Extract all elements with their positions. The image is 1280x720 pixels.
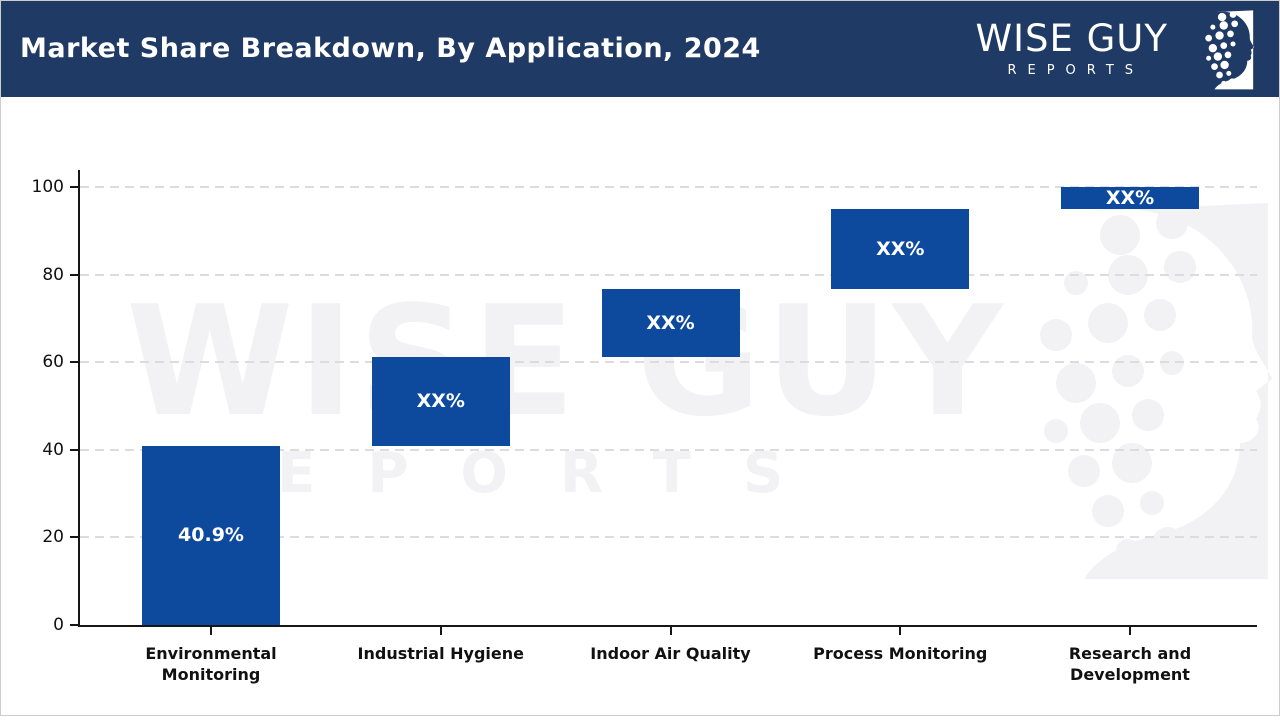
logo-wordmark: WISE GUY: [975, 17, 1168, 60]
gridline-80: [80, 273, 1257, 276]
y-tick-0: [70, 624, 78, 626]
y-tick-40: [70, 448, 78, 451]
wise-guy-face-icon: [1205, 9, 1254, 89]
bar-indoor-air-quality: XX%: [601, 289, 740, 357]
x-label-industrial-hygiene: Industrial Hygiene: [357, 644, 524, 663]
y-tick-60: [70, 361, 78, 364]
bar-environmental-monitoring: 40.9%: [142, 445, 280, 625]
x-label-indoor-air-quality: Indoor Air Quality: [590, 644, 751, 663]
bar-value-label-industrial-hygiene: XX%: [416, 390, 465, 413]
x-axis-line: [78, 625, 1257, 627]
y-tick-label-100: 100: [31, 177, 64, 197]
y-tick-80: [70, 273, 78, 276]
watermark-subtitle: REPORTS: [182, 441, 836, 506]
bar-value-label-environmental-monitoring: 40.9%: [178, 524, 244, 547]
y-tick-label-0: 0: [53, 615, 64, 635]
y-tick-label-40: 40: [42, 439, 64, 460]
y-tick-label-60: 60: [42, 352, 64, 373]
x-tick-indoor-air-quality: [669, 627, 672, 635]
wise-guy-logo: WISE GUY REPORTS: [976, 5, 1254, 93]
bar-process-monitoring: XX%: [831, 208, 970, 290]
watermark-face-icon: [1040, 203, 1272, 579]
x-tick-process-monitoring: [899, 627, 902, 635]
bar-value-label-indoor-air-quality: XX%: [646, 311, 695, 334]
chart-title: Market Share Breakdown, By Application, …: [20, 33, 761, 64]
bar-industrial-hygiene: XX%: [371, 356, 510, 446]
logo-subtitle: REPORTS: [1007, 63, 1145, 78]
y-axis-line: [78, 170, 80, 627]
x-tick-industrial-hygiene: [439, 627, 442, 635]
gridline-20: [80, 536, 1257, 539]
bar-value-label-process-monitoring: XX%: [876, 237, 925, 260]
y-tick-100: [70, 186, 78, 188]
gridline-40: [80, 448, 1257, 451]
x-tick-environmental-monitoring: [210, 627, 212, 635]
y-tick-label-80: 80: [42, 264, 64, 285]
bar-research-and-development: XX%: [1061, 187, 1199, 209]
header-bar: Market Share Breakdown, By Application, …: [0, 0, 1280, 97]
gridline-100: [80, 186, 1257, 188]
x-tick-research-and-development: [1129, 627, 1131, 635]
x-label-environmental-monitoring: Environmental Monitoring: [145, 644, 277, 685]
y-tick-20: [70, 536, 78, 539]
x-label-research-and-development: Research and Development: [1068, 644, 1192, 685]
x-label-process-monitoring: Process Monitoring: [813, 644, 988, 663]
gridline-60: [80, 361, 1257, 364]
y-tick-label-20: 20: [42, 527, 64, 548]
bar-value-label-research-and-development: XX%: [1105, 186, 1155, 209]
logo-text: WISE GUY REPORTS: [976, 20, 1168, 77]
